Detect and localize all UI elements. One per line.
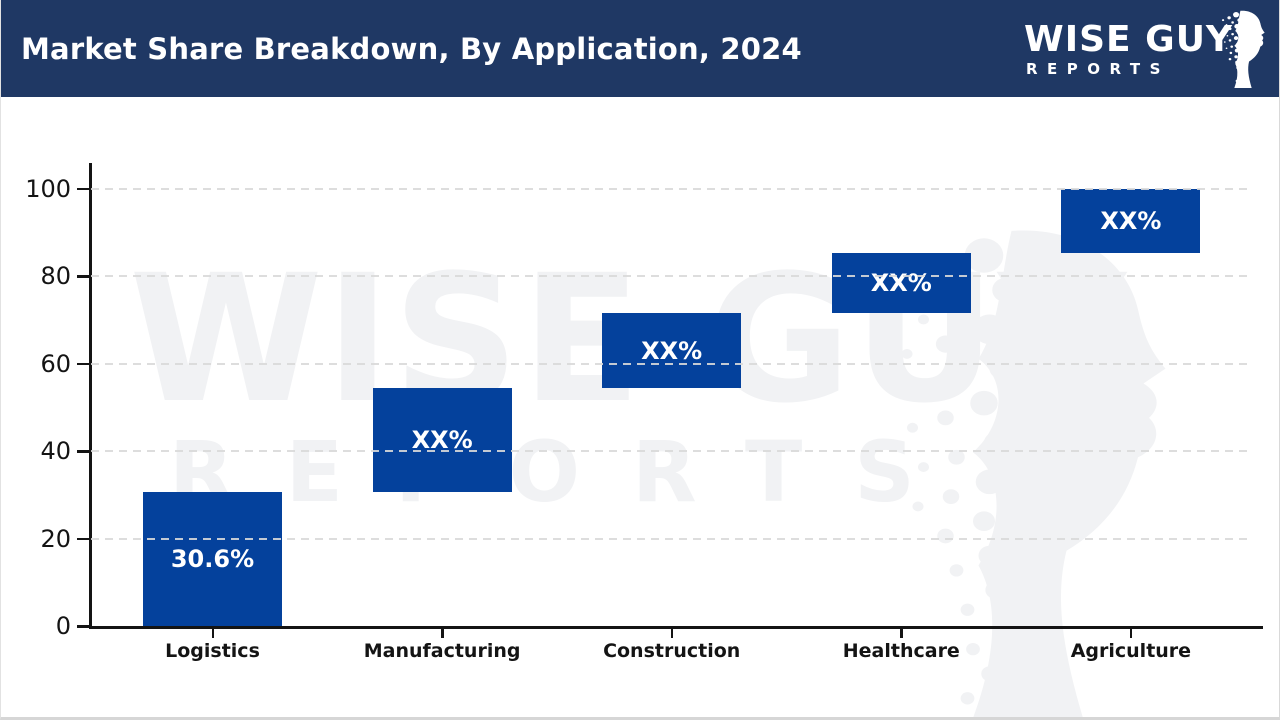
y-tick-mark <box>77 187 90 191</box>
wiseguy-logo: WISE GUY REPORTS <box>1024 9 1269 89</box>
bar-value-label: XX% <box>1100 206 1162 235</box>
bar-healthcare: XX% <box>831 253 971 314</box>
y-axis-line <box>89 163 92 628</box>
x-tick-mark <box>211 629 214 638</box>
logo-text-block: WISE GUY REPORTS <box>1023 18 1233 78</box>
y-tick-mark <box>77 450 90 453</box>
bar-agriculture: XX% <box>1061 188 1201 254</box>
bar-value-label: XX% <box>870 269 932 298</box>
watermark-reports-text: REPORTS <box>169 423 967 521</box>
wiseguy-face-logo-icon <box>1221 10 1265 88</box>
y-tick-label: 0 <box>55 612 71 640</box>
y-tick-mark <box>77 625 90 628</box>
bar-construction: XX% <box>602 313 742 389</box>
bar-manufacturing: XX% <box>372 388 512 493</box>
y-tick-label: 80 <box>40 262 71 291</box>
category-label-healthcare: Healthcare <box>842 640 960 662</box>
category-label-manufacturing: Manufacturing <box>363 640 521 662</box>
gridline-y-20 <box>91 537 1253 540</box>
category-label-logistics: Logistics <box>165 640 260 662</box>
y-tick-label: 60 <box>40 349 71 378</box>
gridline-y-40 <box>91 450 1253 453</box>
y-tick-label: 40 <box>40 437 71 466</box>
y-tick-label: 100 <box>25 174 71 203</box>
y-tick-label: 20 <box>40 524 71 553</box>
y-tick-mark <box>77 275 90 278</box>
x-tick-mark <box>441 629 444 638</box>
category-label-construction: Construction <box>603 640 741 662</box>
x-tick-mark <box>900 629 903 638</box>
bar-value-label: 30.6% <box>170 545 255 574</box>
y-tick-mark <box>77 537 90 541</box>
logo-sub-text: REPORTS <box>1025 59 1170 78</box>
x-tick-mark <box>670 629 674 638</box>
x-axis-line <box>89 626 1263 629</box>
x-tick-mark <box>1129 629 1133 638</box>
bar-logistics: 30.6% <box>143 492 282 626</box>
bar-value-label: XX% <box>411 426 473 455</box>
gridline-y-60 <box>91 362 1253 365</box>
gridline-y-80 <box>91 275 1253 278</box>
header-bar: Market Share Breakdown, By Application, … <box>1 0 1279 97</box>
logo-name-text: WISE GUY <box>1023 18 1233 60</box>
gridline-y-100 <box>91 187 1253 190</box>
bar-value-label: XX% <box>641 336 703 365</box>
page-title: Market Share Breakdown, By Application, … <box>21 31 802 66</box>
category-label-agriculture: Agriculture <box>1070 640 1192 662</box>
y-tick-mark <box>77 362 90 366</box>
